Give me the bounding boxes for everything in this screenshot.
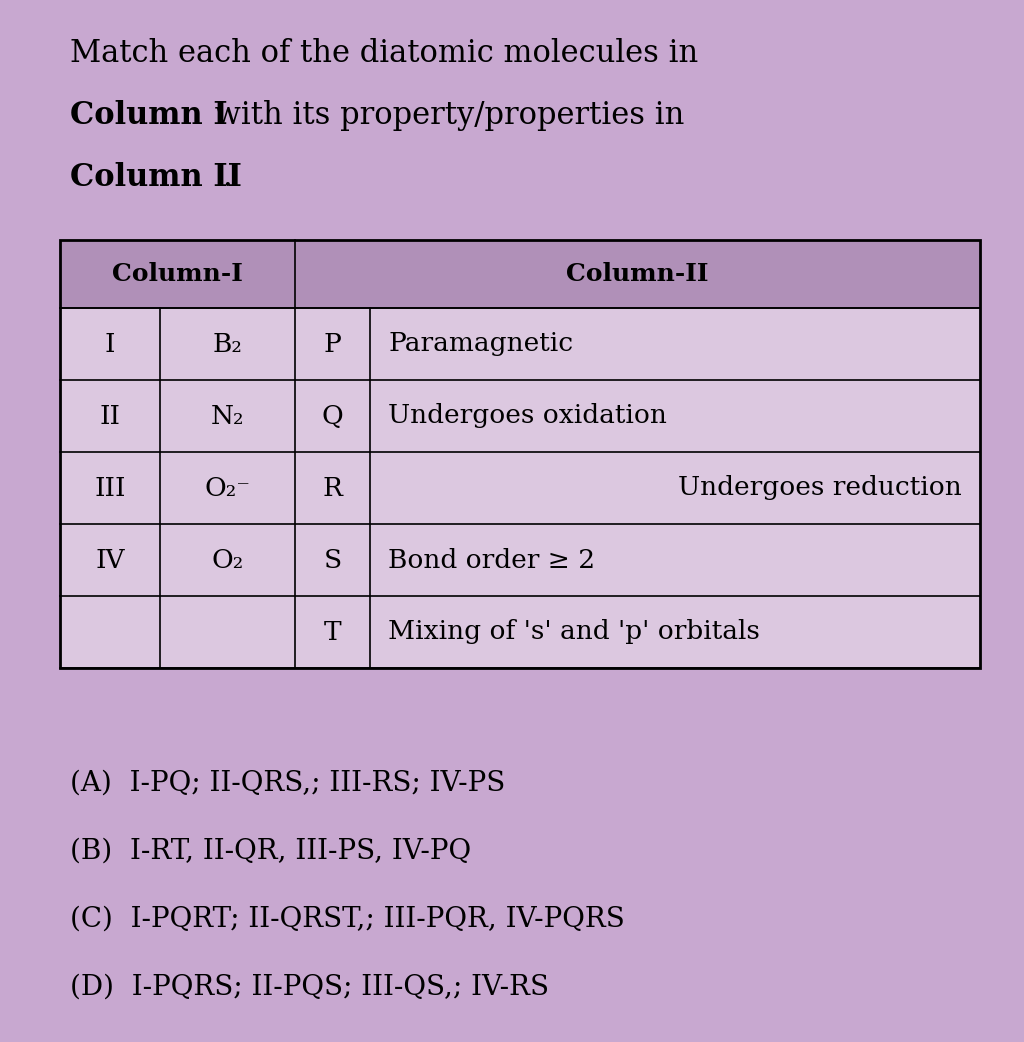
- Text: (B)  I-RT, II-QR, III-PS, IV-PQ: (B) I-RT, II-QR, III-PS, IV-PQ: [70, 838, 471, 865]
- Text: P: P: [324, 331, 341, 356]
- Text: I: I: [104, 331, 116, 356]
- Text: Undergoes oxidation: Undergoes oxidation: [388, 403, 667, 428]
- Text: Column II: Column II: [70, 162, 242, 193]
- Text: S: S: [324, 547, 342, 572]
- Text: IV: IV: [95, 547, 125, 572]
- Bar: [60, 308, 980, 380]
- Text: II: II: [99, 403, 121, 428]
- Text: Bond order ≥ 2: Bond order ≥ 2: [388, 547, 595, 572]
- Text: Q: Q: [322, 403, 343, 428]
- Text: III: III: [94, 475, 126, 500]
- Bar: [60, 452, 980, 524]
- Text: .: .: [222, 162, 231, 193]
- Text: B₂: B₂: [213, 331, 243, 356]
- Bar: [60, 240, 980, 308]
- Text: (D)  I-PQRS; II-PQS; III-QS,; IV-RS: (D) I-PQRS; II-PQS; III-QS,; IV-RS: [70, 974, 549, 1001]
- Text: Column-I: Column-I: [112, 262, 243, 286]
- Text: N₂: N₂: [211, 403, 245, 428]
- Text: O₂: O₂: [211, 547, 244, 572]
- Text: Column I: Column I: [70, 100, 227, 131]
- Text: with its property/properties in: with its property/properties in: [205, 100, 684, 131]
- Text: Undergoes reduction: Undergoes reduction: [678, 475, 962, 500]
- Bar: [60, 380, 980, 452]
- Text: O₂⁻: O₂⁻: [205, 475, 251, 500]
- Bar: [60, 240, 980, 668]
- Text: (A)  I-PQ; II-QRS,; III-RS; IV-PS: (A) I-PQ; II-QRS,; III-RS; IV-PS: [70, 770, 505, 797]
- Text: Match each of the diatomic molecules in: Match each of the diatomic molecules in: [70, 38, 698, 69]
- Text: Column-II: Column-II: [566, 262, 709, 286]
- Text: Paramagnetic: Paramagnetic: [388, 331, 573, 356]
- Bar: [60, 596, 980, 668]
- Text: (C)  I-PQRT; II-QRST,; III-PQR, IV-PQRS: (C) I-PQRT; II-QRST,; III-PQR, IV-PQRS: [70, 905, 625, 933]
- Bar: [60, 524, 980, 596]
- Text: R: R: [323, 475, 342, 500]
- Text: Mixing of 's' and 'p' orbitals: Mixing of 's' and 'p' orbitals: [388, 620, 760, 645]
- Text: T: T: [324, 620, 341, 645]
